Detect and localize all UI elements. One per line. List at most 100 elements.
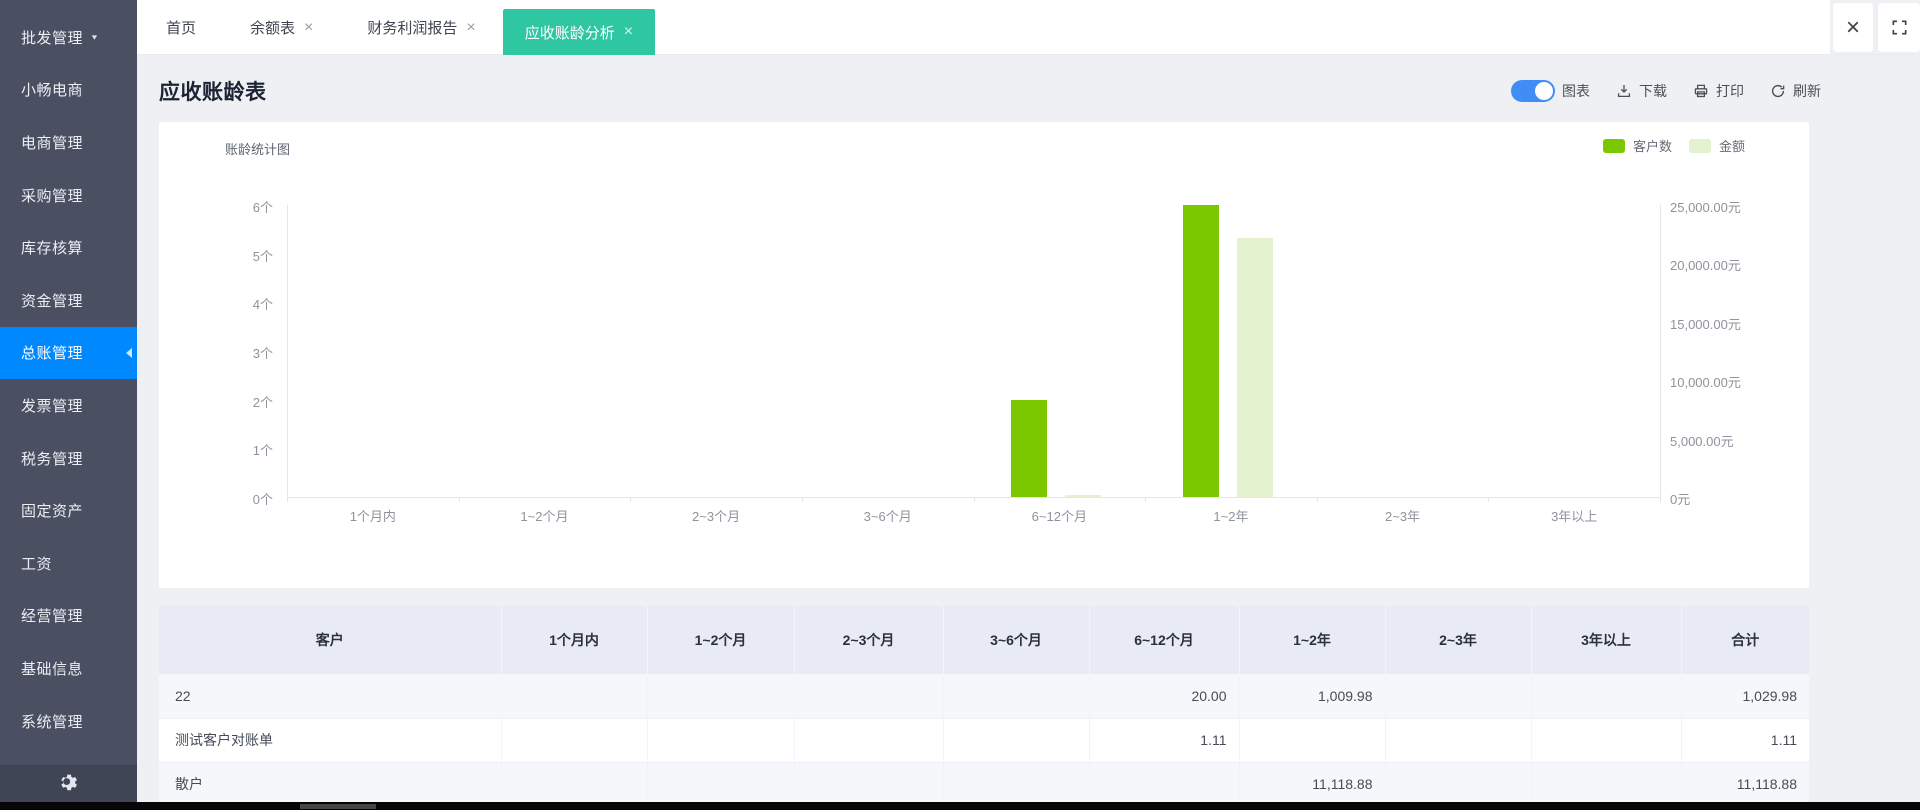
sidebar-item-13[interactable]: 系统管理 [0, 695, 137, 748]
column-header: 1个月内 [501, 606, 648, 674]
table-header-row: 客户 1个月内 1~2个月 2~3个月 3~6个月 6~12个月 1~2年 2~3年 3年以上合… [159, 606, 1809, 674]
refresh-button[interactable]: 刷新 [1770, 81, 1821, 101]
left-axis-tick-label: 4个 [252, 297, 273, 313]
table-row: 散户 11,118.88 11,118.88 [159, 762, 1809, 802]
sidebar-item-3[interactable]: 采购管理 [0, 169, 137, 222]
table-row: 22 20.00 1,009.98 1,029.98 [159, 674, 1809, 719]
aging-chart-card: 账龄统计图 客户数 金额 0个 1个 2个 3个 4个 5个 6个 0元 5,000.00元 10,… [159, 122, 1809, 588]
sidebar-item-7[interactable]: 发票管理 [0, 379, 137, 432]
right-axis-tick-label: 0元 [1670, 492, 1691, 507]
tab-close-icon[interactable]: × [466, 18, 476, 36]
table-cell: 1.11 [1681, 718, 1809, 763]
sidebar-item-label: 资金管理 [21, 292, 84, 310]
legend-item-count[interactable]: 客户数 [1602, 136, 1672, 155]
x-axis-category-label: 1~2个月 [520, 509, 569, 524]
column-header: 6~12个月 [1089, 606, 1240, 674]
bottom-edge-strip [0, 802, 1920, 810]
sidebar: 批发管理 ▼ 小畅电商 电商管理 采购管理 库存核算资金管理总账管理发票管理税务管理固定资… [0, 0, 137, 810]
table-cell [794, 718, 944, 763]
taskbar-segment [300, 804, 376, 809]
column-header: 1~2个月 [647, 606, 795, 674]
sidebar-item-9[interactable]: 固定资产 [0, 484, 137, 537]
settings-gear-icon[interactable] [57, 771, 80, 794]
axis-tick [1660, 497, 1661, 502]
x-axis-category-label: 1~2年 [1213, 509, 1249, 524]
sidebar-item-1[interactable]: 小畅电商 [0, 64, 137, 117]
table-cell: 测试客户对账单 [159, 718, 502, 763]
sidebar-item-0[interactable]: 批发管理 ▼ [0, 11, 137, 64]
sidebar-item-label: 基础信息 [21, 660, 84, 678]
sidebar-item-5[interactable]: 资金管理 [0, 274, 137, 327]
sidebar-item-12[interactable]: 基础信息 [0, 642, 137, 695]
refresh-icon [1770, 83, 1786, 99]
sidebar-item-label: 发票管理 [21, 397, 84, 415]
axis-tick [1488, 497, 1490, 502]
right-axis-tick-label: 10,000.00元 [1670, 375, 1741, 391]
sidebar-item-2[interactable]: 电商管理 [0, 116, 137, 169]
x-axis-category-label: 6~12个月 [1031, 509, 1087, 524]
sidebar-item-11[interactable]: 经营管理 [0, 590, 137, 643]
tab-label: 财务利润报告 [367, 20, 458, 37]
sidebar-item-10[interactable]: 工资 [0, 537, 137, 590]
active-item-arrow-icon [126, 347, 132, 358]
table-row: 测试客户对账单 1.11 1.11 [159, 718, 1809, 763]
table-cell [1531, 762, 1682, 802]
sidebar-item-6[interactable]: 总账管理 [0, 326, 137, 380]
download-label: 下载 [1639, 82, 1667, 99]
tab-close-icon[interactable]: × [623, 23, 634, 40]
sidebar-item-label: 工资 [21, 555, 53, 573]
chart-toggle-switch[interactable] [1511, 79, 1555, 102]
left-axis-tick-label: 1个 [252, 443, 273, 459]
sidebar-item-label: 经营管理 [21, 608, 84, 626]
table-cell [1531, 718, 1682, 763]
sidebar-item-4[interactable]: 库存核算 [0, 221, 137, 274]
table-cell [943, 674, 1090, 719]
legend-swatch [1602, 138, 1625, 153]
fullscreen-button[interactable] [1878, 3, 1920, 52]
sidebar-item-label: 固定资产 [21, 503, 84, 521]
fullscreen-icon [1891, 19, 1908, 36]
legend-label: 客户数 [1632, 139, 1672, 154]
tab-bar: 首页 余额表 × 财务利润报告 × 应收账龄分析 × × [137, 0, 1920, 55]
tab-2[interactable]: 财务利润报告 × [340, 0, 502, 55]
legend-item-amount[interactable]: 金额 [1688, 136, 1745, 155]
tab-label: 首页 [166, 20, 197, 37]
bar-amount-5 [1236, 238, 1273, 497]
column-header: 1~2年 [1239, 606, 1386, 674]
table-cell: 20.00 [1089, 674, 1240, 719]
right-axis-tick-label: 20,000.00元 [1670, 258, 1741, 274]
left-axis-tick-label: 5个 [252, 248, 273, 264]
table-cell [1385, 762, 1532, 802]
table-cell [943, 718, 1090, 763]
table-cell [1089, 762, 1240, 802]
sidebar-item-8[interactable]: 税务管理 [0, 432, 137, 485]
column-header: 3年以上 [1531, 606, 1682, 674]
axis-tick [973, 497, 975, 502]
sidebar-item-label: 总账管理 [21, 345, 84, 363]
chart-legend: 客户数 金额 [1602, 136, 1745, 155]
column-header: 客户 [159, 606, 502, 674]
report-toolbar: 图表 下载 打印 [1511, 79, 1821, 102]
x-axis-category-label: 2~3年 [1385, 509, 1421, 524]
tab-3[interactable]: 应收账龄分析 × [502, 9, 656, 55]
close-window-button[interactable]: × [1833, 3, 1873, 52]
left-axis-line [287, 205, 288, 497]
table-cell [1385, 674, 1532, 719]
aging-table-card: 客户 1个月内 1~2个月 2~3个月 3~6个月 6~12个月 1~2年 2~3年 3年以上合… [159, 606, 1809, 802]
download-button[interactable]: 下载 [1616, 81, 1667, 101]
chart-toggle-label: 图表 [1562, 82, 1590, 99]
tab-1[interactable]: 余额表 × [223, 0, 340, 55]
axis-tick [1145, 497, 1147, 502]
tab-close-icon[interactable]: × [304, 18, 314, 36]
x-axis-category-label: 3年以上 [1551, 509, 1598, 524]
right-axis-tick-label: 15,000.00元 [1670, 316, 1741, 332]
bar-amount-4 [1065, 495, 1102, 497]
table-cell [647, 674, 795, 719]
print-label: 打印 [1716, 82, 1744, 99]
tab-0[interactable]: 首页 [139, 0, 223, 55]
table-cell [1239, 718, 1386, 763]
axis-tick [1316, 497, 1318, 502]
bar-count-4 [1011, 399, 1048, 497]
column-header: 合计 [1681, 606, 1809, 674]
print-button[interactable]: 打印 [1693, 81, 1744, 101]
